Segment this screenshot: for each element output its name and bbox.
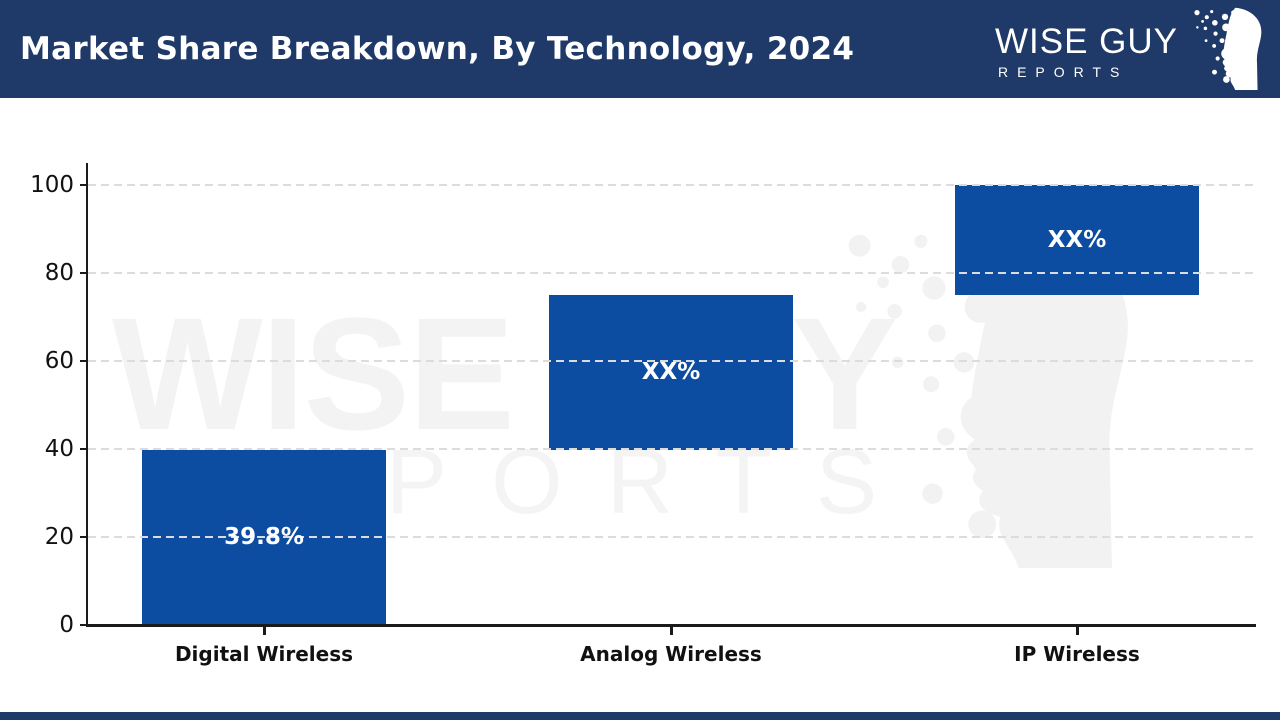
gridline-60 bbox=[88, 360, 1254, 362]
gridline-100 bbox=[88, 184, 1254, 186]
footer-bar bbox=[0, 712, 1280, 720]
bar-value-label: XX% bbox=[641, 359, 701, 386]
gridline-20 bbox=[88, 536, 1254, 538]
x-axis-line bbox=[86, 624, 1256, 627]
page-title: Market Share Breakdown, By Technology, 2… bbox=[20, 31, 855, 67]
gridline-40 bbox=[88, 448, 1254, 450]
bar-value-label: XX% bbox=[1047, 227, 1107, 253]
x-tick-label-0: Digital Wireless bbox=[174, 642, 354, 666]
y-tick-20 bbox=[80, 536, 88, 538]
bar-value-label: 39.8% bbox=[224, 524, 304, 551]
brand-logo: WISE GUY REPORTS bbox=[995, 6, 1270, 90]
bar-analog-wireless bbox=[549, 295, 793, 450]
y-tick-40 bbox=[80, 448, 88, 450]
y-tick-label-20: 20 bbox=[44, 524, 74, 550]
y-tick-60 bbox=[80, 360, 88, 362]
y-axis-line bbox=[86, 163, 88, 627]
y-tick-100 bbox=[80, 184, 88, 186]
x-tick-1 bbox=[670, 627, 673, 635]
y-tick-label-40: 40 bbox=[44, 436, 74, 462]
y-tick-label-0: 0 bbox=[59, 612, 74, 638]
y-tick-label-80: 80 bbox=[44, 260, 74, 286]
y-tick-label-100: 100 bbox=[30, 172, 74, 198]
header-bar: Market Share Breakdown, By Technology, 2… bbox=[0, 0, 1280, 98]
logo-wordmark: WISE GUY bbox=[994, 22, 1178, 61]
y-tick-80 bbox=[80, 272, 88, 274]
y-tick-0 bbox=[80, 624, 88, 626]
y-tick-label-60: 60 bbox=[44, 348, 74, 374]
logo-subtext: REPORTS bbox=[997, 64, 1129, 80]
x-tick-label-1: Analog Wireless bbox=[580, 642, 762, 666]
gridline-80 bbox=[88, 272, 1254, 274]
x-tick-label-2: IP Wireless bbox=[1014, 642, 1140, 666]
logo-text: WISE GUY REPORTS bbox=[995, 24, 1178, 80]
x-tick-0 bbox=[263, 627, 266, 635]
x-tick-2 bbox=[1076, 627, 1079, 635]
